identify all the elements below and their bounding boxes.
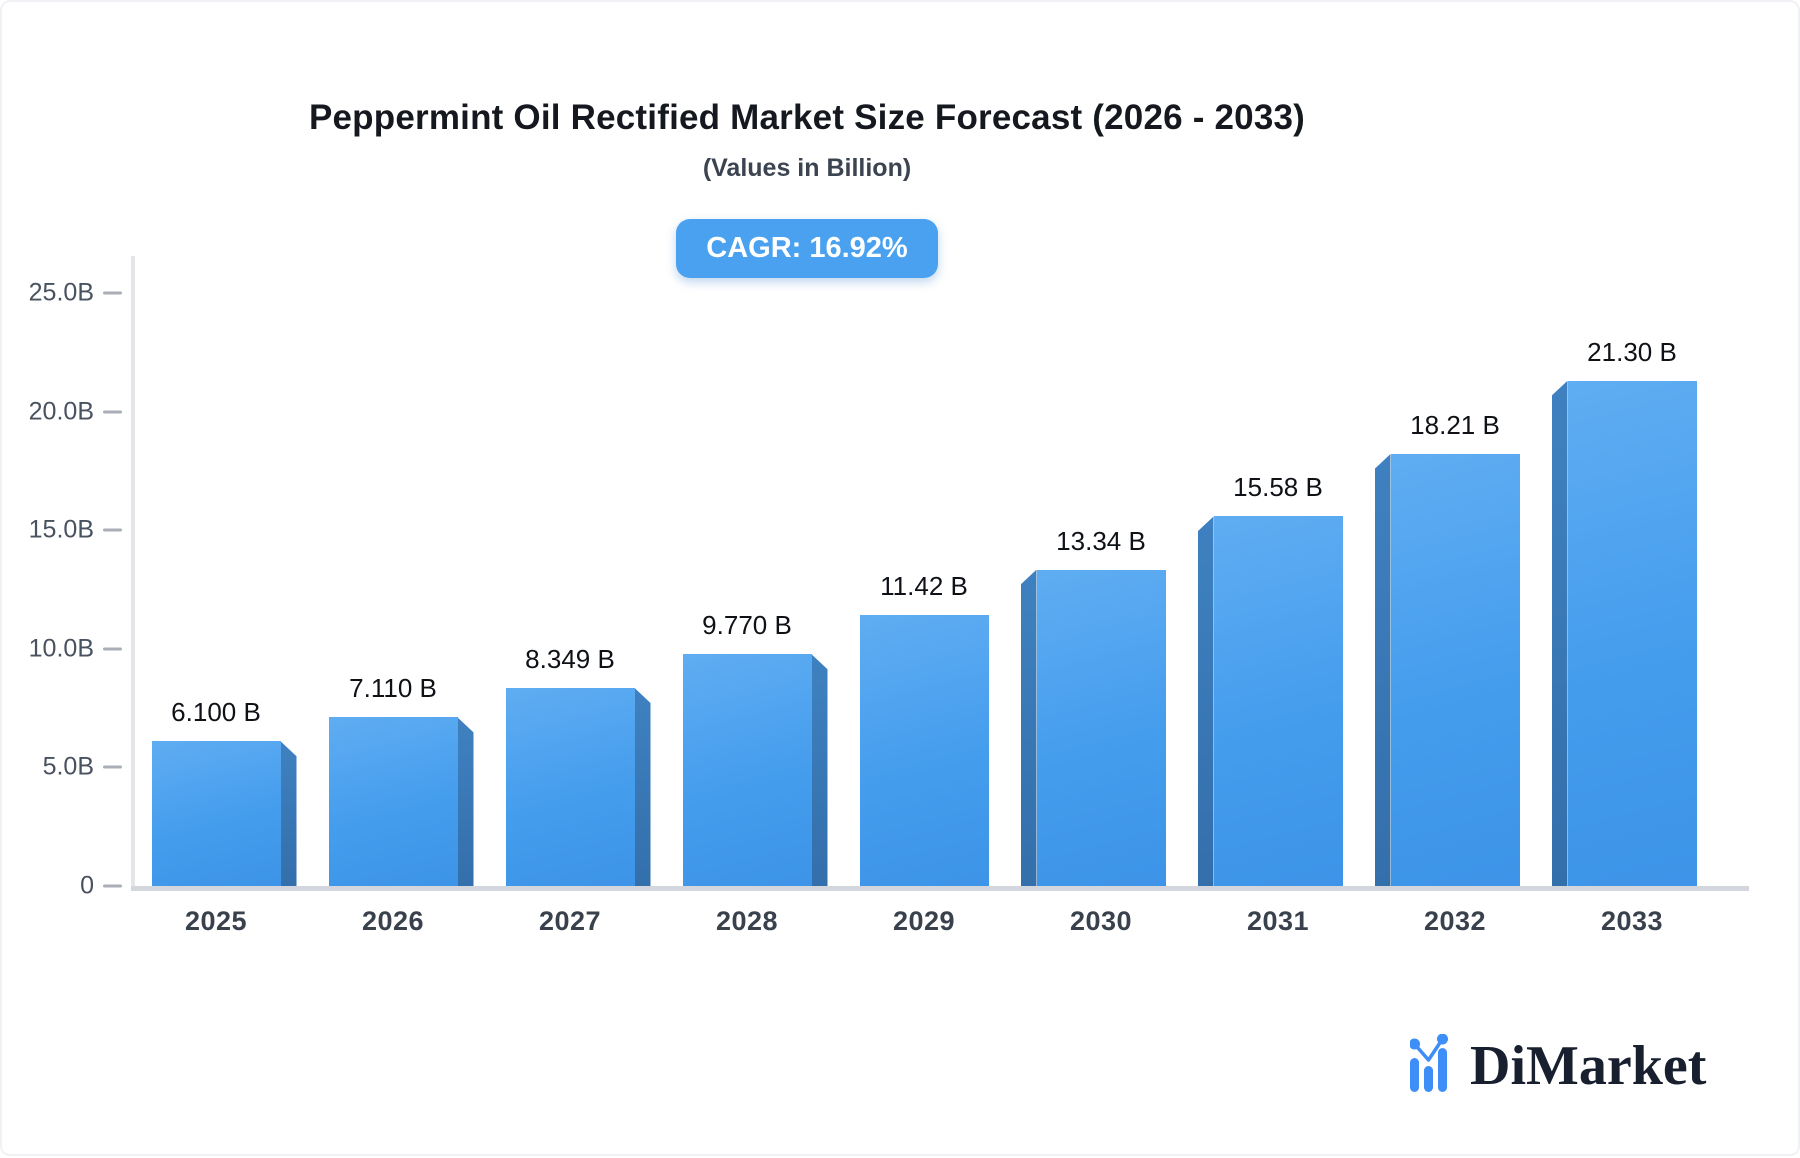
bar-value-label: 8.349 B — [525, 643, 615, 674]
y-tick-mark — [103, 410, 122, 414]
bar-2025 — [151, 741, 281, 886]
bar-value-label: 18.21 B — [1410, 410, 1500, 441]
y-tick-mark — [103, 528, 122, 532]
y-axis-line — [131, 256, 135, 888]
bar-side-face — [811, 654, 828, 886]
y-tick-label: 20.0B — [28, 397, 94, 426]
y-tick-mark — [103, 765, 122, 769]
bar-value-label: 15.58 B — [1233, 472, 1323, 503]
bar-side-face — [1197, 516, 1214, 886]
bar-value-label: 21.30 B — [1587, 336, 1677, 367]
x-axis-label-2032: 2032 — [1423, 906, 1487, 936]
y-tick-label: 15.0B — [28, 515, 94, 544]
bar-2029 — [859, 615, 989, 886]
brand-name: DiMarket — [1470, 1035, 1707, 1097]
bar-value-label: 11.42 B — [880, 571, 968, 602]
bar-side-face — [1020, 569, 1037, 886]
bar-2028 — [682, 654, 812, 886]
bar-2033 — [1567, 380, 1697, 886]
x-axis-label-2031: 2031 — [1246, 906, 1310, 936]
mini-bar-chart-logo-icon — [1410, 1034, 1448, 1092]
x-axis-label-2027: 2027 — [538, 906, 602, 936]
x-axis-baseline — [131, 886, 1749, 891]
bar-side-face — [1551, 380, 1568, 886]
bar-value-label: 9.770 B — [702, 610, 792, 641]
bar-2031 — [1213, 516, 1343, 886]
bar-side-face — [280, 741, 297, 886]
bar-side-face — [1374, 454, 1391, 886]
y-tick-label: 5.0B — [42, 752, 94, 781]
x-axis-label-2033: 2033 — [1600, 906, 1664, 936]
y-tick-mark — [103, 884, 122, 888]
x-axis-label-2030: 2030 — [1069, 906, 1133, 936]
y-tick-label: 25.0B — [28, 278, 94, 307]
bar-2027 — [505, 687, 635, 886]
x-axis-label-2029: 2029 — [892, 906, 956, 936]
y-tick-mark — [103, 291, 122, 295]
chart-subtitle: (Values in Billion) — [702, 154, 912, 182]
y-tick-label: 10.0B — [28, 634, 94, 663]
y-tick-label: 0 — [80, 871, 94, 900]
bar-2030 — [1036, 569, 1166, 886]
bar-2026 — [328, 717, 458, 886]
y-tick-mark — [103, 647, 122, 651]
chart-header: Peppermint Oil Rectified Market Size For… — [2, 2, 1612, 278]
bar-value-label: 7.110 B — [349, 673, 437, 704]
x-axis-label-2026: 2026 — [361, 906, 425, 936]
bar-side-face — [457, 717, 474, 886]
brand-logo: DiMarket — [1410, 1034, 1706, 1094]
x-axis-label-2025: 2025 — [184, 906, 248, 936]
cagr-badge: CAGR: 16.92% — [676, 219, 938, 278]
chart-title: Peppermint Oil Rectified Market Size For… — [308, 98, 1306, 137]
bar-value-label: 6.100 B — [171, 697, 261, 728]
bar-2032 — [1390, 454, 1520, 886]
x-axis-label-2028: 2028 — [715, 906, 779, 936]
bar-side-face — [634, 687, 651, 886]
bar-value-label: 13.34 B — [1056, 525, 1146, 556]
